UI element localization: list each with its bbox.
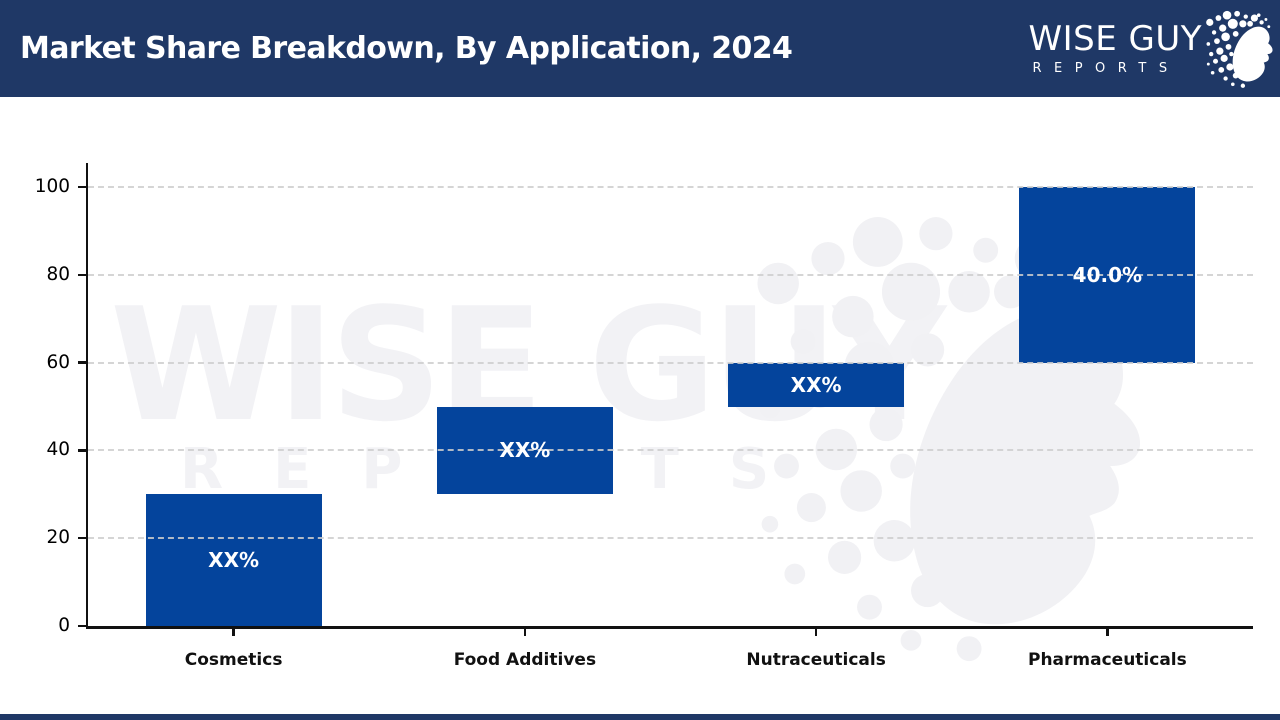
gridline (88, 186, 1253, 188)
footer-bar (0, 714, 1280, 720)
gridline (88, 449, 1253, 452)
y-tick-label: 0 (58, 615, 70, 636)
y-tick-mark (78, 361, 86, 364)
header: Market Share Breakdown, By Application, … (0, 0, 1280, 97)
bar-nutraceuticals (728, 362, 905, 407)
x-category-label: Food Additives (453, 650, 597, 670)
wiseguy-head-icon (1204, 6, 1276, 92)
plot-area: 0 20 40 60 80 100 XX% Cosmetics XX% Food Additive… (35, 163, 1253, 670)
y-tick-label: 20 (46, 527, 70, 549)
x-category-label: Cosmetics (184, 650, 283, 670)
bar-cosmetics (145, 494, 322, 626)
logo-wordmark: WISE GUY (1028, 18, 1202, 59)
gridline (88, 273, 1253, 276)
y-tick-mark (78, 273, 86, 277)
gridline (88, 537, 1253, 540)
y-tick-mark (78, 185, 86, 189)
y-tick-label: 100 (34, 176, 70, 197)
y-tick-mark (78, 449, 86, 452)
gridline (88, 361, 1253, 364)
x-tick-mark (232, 628, 235, 636)
bar-value-label: XX% (790, 372, 842, 397)
x-tick-mark (814, 628, 818, 636)
x-tick-mark (523, 628, 527, 636)
x-category-label: Nutraceuticals (746, 650, 886, 670)
y-tick-mark (78, 536, 86, 540)
y-axis-line (85, 163, 88, 629)
bar-value-label: 40.0% (1072, 262, 1143, 287)
x-category-label: Pharmaceuticals (1027, 650, 1187, 670)
bar-value-label: XX% (499, 438, 551, 463)
y-tick-mark (78, 624, 86, 628)
wiseguy-logo: WISE GUY REPORTS (1028, 0, 1276, 97)
logo-subtitle: REPORTS (1032, 60, 1180, 76)
page-title: Market Share Breakdown, By Application, … (20, 31, 793, 66)
y-tick-label: 40 (46, 439, 70, 461)
y-tick-label: 80 (46, 263, 70, 285)
bar-value-label: XX% (208, 548, 260, 573)
x-axis-line (85, 626, 1253, 629)
x-tick-mark (1106, 628, 1109, 636)
y-tick-label: 60 (46, 351, 70, 373)
